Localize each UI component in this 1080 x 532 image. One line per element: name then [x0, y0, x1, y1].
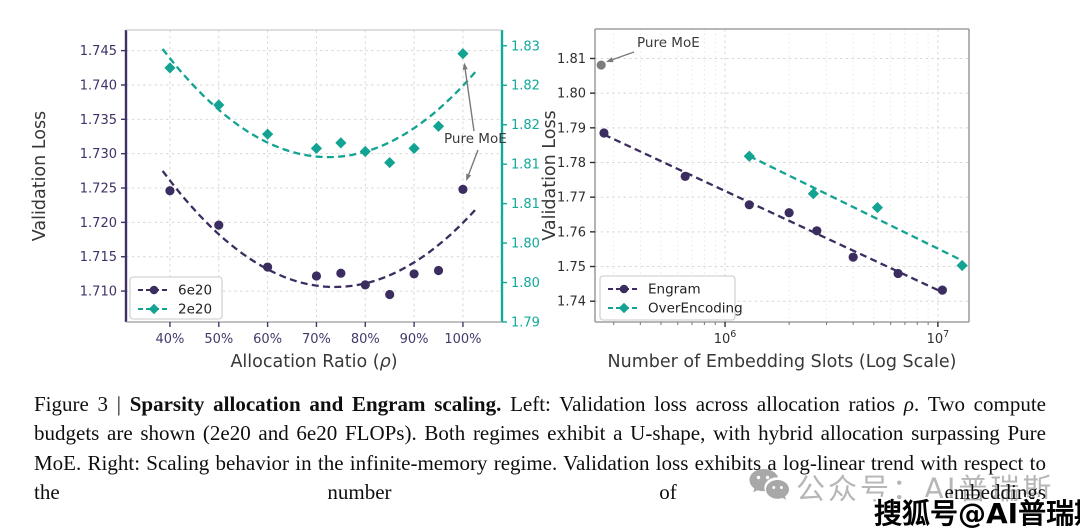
svg-text:1.745: 1.745	[80, 44, 117, 59]
svg-text:Allocation Ratio (ρ): Allocation Ratio (ρ)	[230, 352, 397, 372]
svg-text:100%: 100%	[444, 332, 481, 347]
svg-text:1.800: 1.800	[511, 276, 540, 291]
svg-text:1.815: 1.815	[511, 158, 540, 173]
caption-figure-label: Figure 3 |	[34, 392, 130, 416]
svg-text:1.81: 1.81	[557, 52, 586, 67]
svg-text:1.720: 1.720	[80, 216, 117, 231]
allocation-ratio-chart: 1.710 1.715 1.720 1.725 1.730 1.735 1.740 1.745…	[30, 29, 540, 372]
svg-text:1.76: 1.76	[557, 225, 586, 240]
svg-text:107: 107	[927, 329, 950, 347]
svg-text:1.735: 1.735	[80, 113, 117, 128]
figure-caption: Figure 3 | Sparsity allocation and Engra…	[34, 390, 1046, 508]
souhu-watermark: 搜狐号@AI普瑞斯	[874, 497, 1080, 530]
wechat-icon	[748, 467, 790, 508]
svg-text:106: 106	[714, 329, 737, 347]
svg-text:1.810: 1.810	[511, 197, 540, 212]
svg-text:1.830: 1.830	[511, 39, 540, 54]
svg-text:OverEncoding: OverEncoding	[648, 301, 743, 317]
svg-text:1.77: 1.77	[557, 191, 586, 206]
svg-text:Pure MoE: Pure MoE	[444, 131, 507, 147]
svg-text:6e20: 6e20	[178, 283, 212, 299]
caption-rho: ρ	[903, 392, 914, 416]
svg-text:50%: 50%	[204, 332, 233, 347]
svg-text:1.740: 1.740	[80, 78, 117, 93]
svg-text:Validation Loss: Validation Loss	[30, 111, 50, 241]
svg-text:90%: 90%	[400, 332, 429, 347]
caption-body-2: . Two compute budgets are shown (2e20 an…	[34, 392, 1046, 505]
svg-text:1.715: 1.715	[80, 250, 117, 265]
svg-text:Number of Embedding Slots (Log: Number of Embedding Slots (Log Scale)	[608, 352, 957, 372]
svg-text:1.805: 1.805	[511, 237, 540, 252]
svg-text:1.795: 1.795	[511, 316, 540, 331]
svg-text:1.820: 1.820	[511, 118, 540, 133]
svg-text:70%: 70%	[302, 332, 331, 347]
svg-text:80%: 80%	[351, 332, 380, 347]
svg-text:1.80: 1.80	[557, 87, 586, 102]
svg-text:1.74: 1.74	[557, 295, 586, 310]
svg-text:1.710: 1.710	[80, 285, 117, 300]
svg-text:2e20: 2e20	[178, 302, 212, 318]
svg-text:Validation Loss: Validation Loss	[540, 110, 560, 240]
svg-text:1.79: 1.79	[557, 121, 586, 136]
svg-text:Engram: Engram	[648, 282, 701, 298]
svg-text:1.725: 1.725	[80, 182, 117, 197]
svg-text:1.730: 1.730	[80, 147, 117, 162]
svg-text:1.75: 1.75	[557, 260, 586, 275]
svg-text:1.78: 1.78	[557, 156, 586, 171]
caption-body-1: Left: Validation loss across allocation …	[501, 392, 904, 416]
caption-title: Sparsity allocation and Engram scaling.	[129, 392, 502, 416]
svg-text:1.825: 1.825	[511, 79, 540, 94]
wechat-watermark: 公众号：AI普瑞斯	[748, 466, 1054, 508]
svg-text:Pure MoE: Pure MoE	[637, 35, 700, 51]
wechat-watermark-text: 公众号：AI普瑞斯	[796, 472, 1055, 506]
svg-text:40%: 40%	[155, 332, 184, 347]
embedding-slots-chart: 1.74 1.75 1.76 1.77 1.78 1.79 1.80 1.81 106 107 Va…	[540, 28, 970, 372]
svg-text:60%: 60%	[253, 332, 282, 347]
